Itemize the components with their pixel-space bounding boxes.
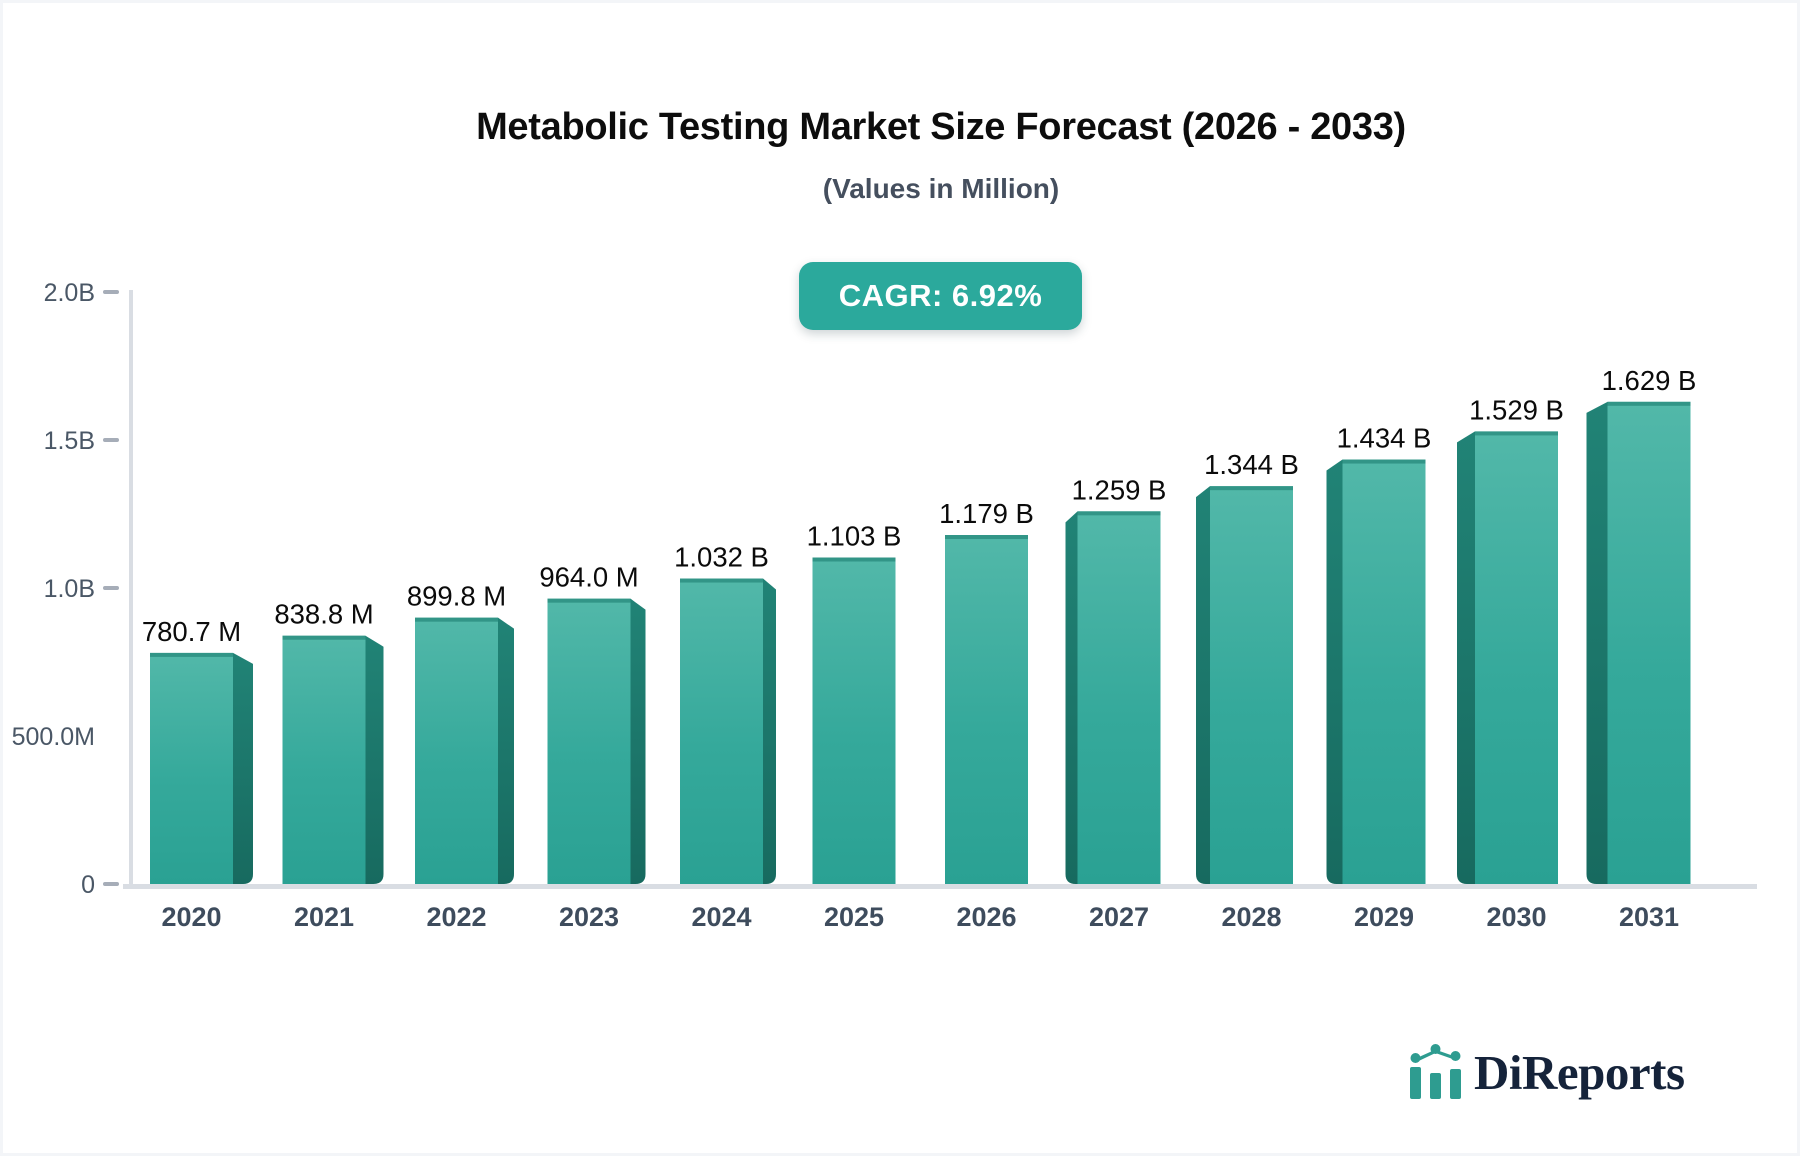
y-axis-tick-dash [103,586,119,590]
bar-2028 [1210,486,1293,884]
bar-value-label-2022: 899.8 M [407,581,506,612]
y-axis-tick-dash [103,290,119,294]
x-axis-label-2027: 2027 [1089,902,1149,932]
bar-value-label-2023: 964.0 M [539,562,638,593]
bar-side-face-2022 [498,617,514,884]
x-axis-label-2026: 2026 [956,902,1016,932]
bar-line-chart-icon [1410,1044,1461,1099]
bar-top-edge-2024 [680,578,763,583]
bar-top-edge-2027 [1077,511,1161,516]
y-axis-tick-label: 1.0B [44,575,95,603]
x-axis-label-2028: 2028 [1221,902,1281,932]
bar-top-edge-2028 [1210,486,1293,491]
bar-2024 [680,578,763,884]
brand-logo-text: DiReports [1474,1044,1685,1100]
x-axis-label-2029: 2029 [1354,902,1414,932]
x-axis-label-2031: 2031 [1619,902,1679,932]
bar-side-face-2030 [1457,431,1475,884]
bar-side-face-2020 [233,652,253,884]
x-axis-label-2022: 2022 [426,902,486,932]
bar-2027 [1077,511,1161,884]
bar-side-face-2028 [1196,486,1210,884]
bar-2023 [547,598,631,884]
bar-top-edge-2026 [945,535,1028,540]
x-axis-label-2025: 2025 [824,902,884,932]
y-axis-tick-label: 0 [81,871,95,899]
y-axis-tick-dash [103,882,119,886]
bar-2021 [282,635,366,884]
y-axis-tick-label: 2.0B [44,279,95,307]
bar-side-face-2021 [365,635,384,884]
x-axis-label-2030: 2030 [1486,902,1546,932]
y-axis-tick-label: 1.5B [44,427,95,455]
x-axis-label-2021: 2021 [294,902,354,932]
bar-2022 [415,617,498,884]
bar-top-edge-2030 [1475,431,1558,436]
cagr-badge-label: CAGR: 6.92% [838,278,1043,313]
bar-2029 [1342,459,1426,884]
bar-2020 [150,652,233,884]
x-axis-label-2020: 2020 [161,902,221,932]
bar-value-label-2025: 1.103 B [807,521,902,552]
bar-top-edge-2029 [1342,459,1426,464]
bar-value-label-2027: 1.259 B [1072,474,1167,505]
bar-value-label-2028: 1.344 B [1204,449,1299,480]
bar-top-edge-2022 [415,617,498,622]
brand-logo: DiReports [1408,1042,1685,1102]
bar-side-face-2023 [630,598,646,884]
cagr-badge: CAGR: 6.92% [799,262,1082,330]
bar-top-edge-2021 [282,635,366,640]
x-axis-label-2023: 2023 [559,902,619,932]
bar-side-face-2029 [1326,459,1343,884]
x-axis-line [123,884,1757,889]
bar-top-edge-2025 [812,557,896,562]
chart-subtitle: (Values in Million) [822,173,1060,204]
x-axis-label-2024: 2024 [691,902,751,932]
bar-side-face-2031 [1586,401,1608,884]
bar-2025 [812,557,896,884]
bar-2026 [945,535,1028,884]
bar-value-label-2031: 1.629 B [1602,365,1697,396]
bar-side-face-2027 [1065,511,1078,884]
bar-value-label-2029: 1.434 B [1337,423,1432,454]
y-axis-tick-label: 500.0M [12,723,95,751]
bar-side-face-2024 [763,578,776,884]
y-axis-tick-dash [103,438,119,442]
bar-value-label-2020: 780.7 M [142,616,241,647]
bar-2030 [1475,431,1558,884]
bar-value-label-2021: 838.8 M [274,599,373,630]
bar-top-edge-2023 [547,598,631,603]
y-axis-line [129,290,133,889]
chart-title: Metabolic Testing Market Size Forecast (… [476,106,1406,148]
bar-value-label-2026: 1.179 B [939,498,1034,529]
bar-value-label-2024: 1.032 B [674,542,769,573]
bar-2031 [1607,401,1691,884]
bar-top-edge-2020 [150,652,233,657]
bar-top-edge-2031 [1607,401,1691,406]
bar-value-label-2030: 1.529 B [1469,394,1564,425]
